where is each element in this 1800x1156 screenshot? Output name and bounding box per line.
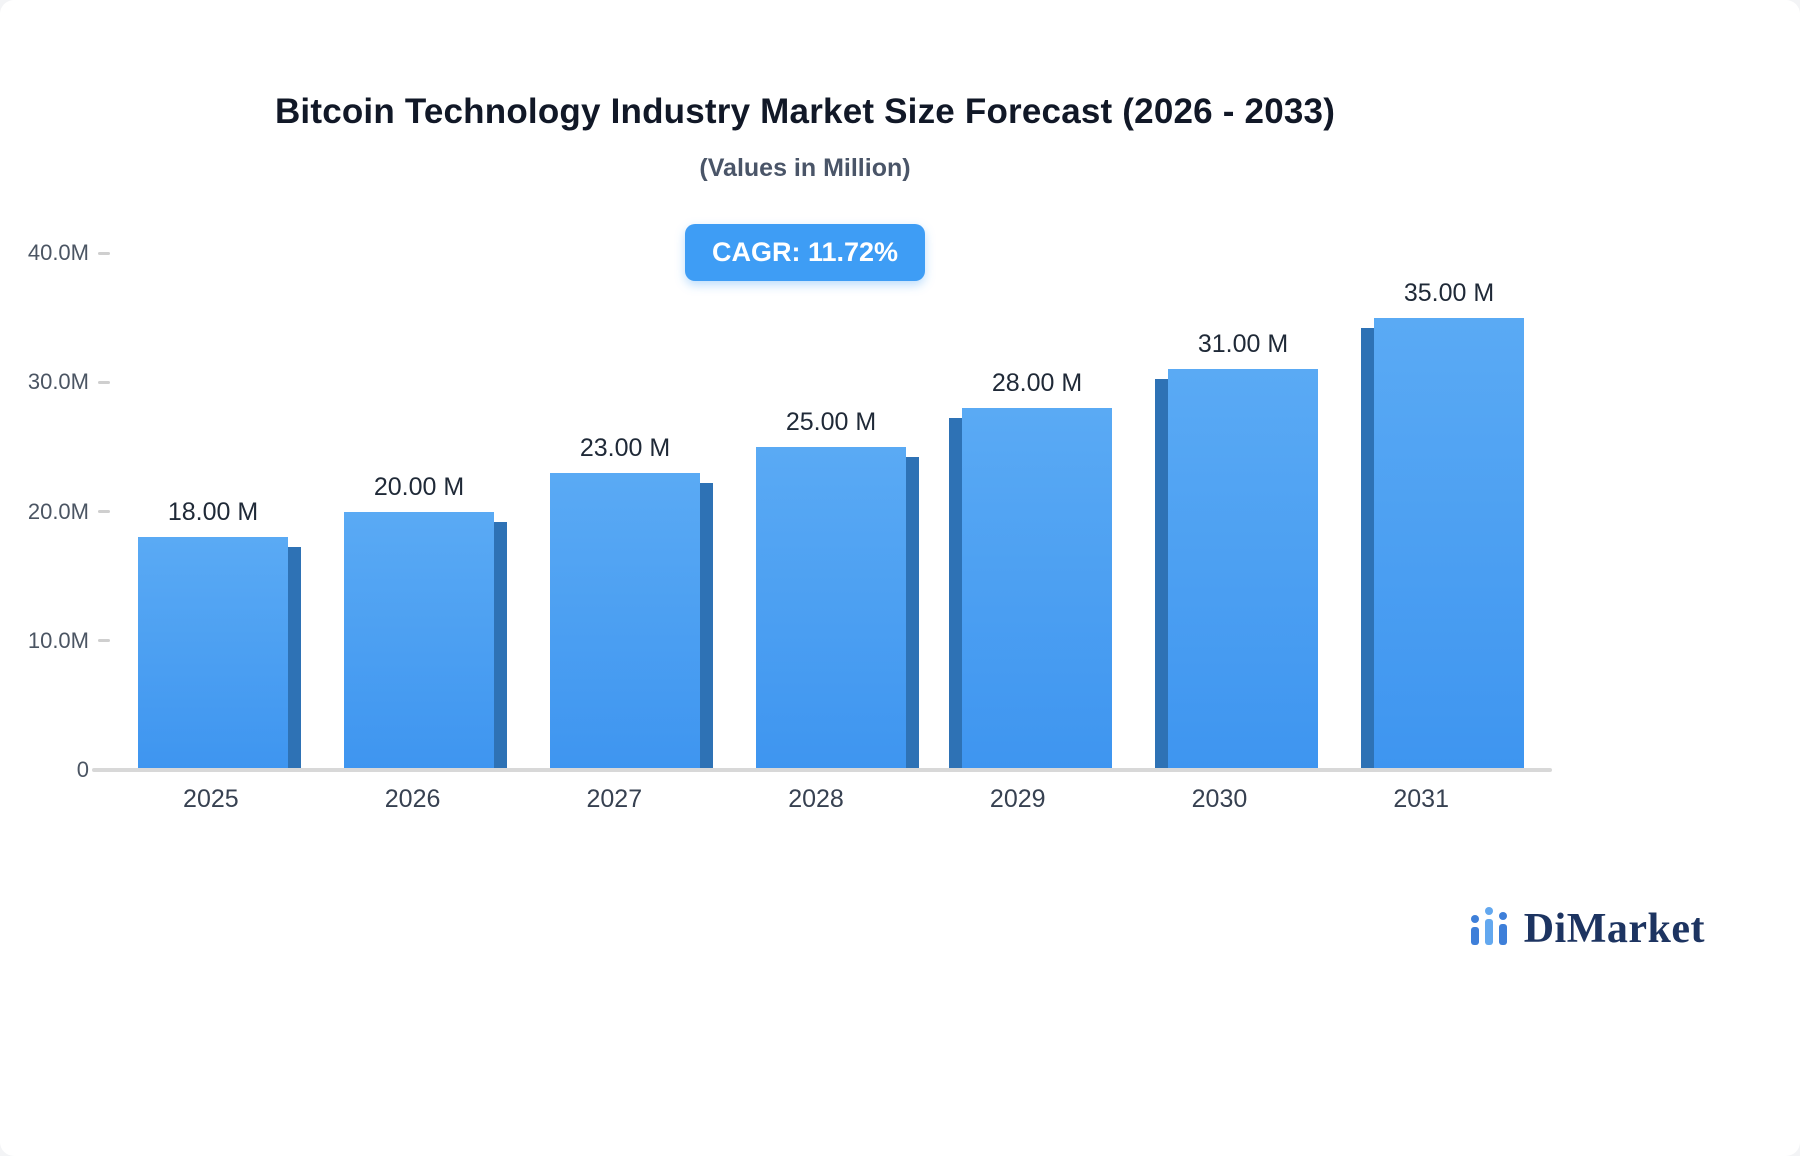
y-tick-label: 0	[76, 757, 89, 782]
y-tick-mark	[98, 510, 110, 513]
bar-slot: 28.00 M	[934, 253, 1140, 770]
bar-side-face	[949, 418, 962, 770]
bar	[138, 537, 301, 770]
bar-value-label: 31.00 M	[1197, 330, 1289, 359]
chart-subtitle: (Values in Million)	[699, 154, 911, 182]
bar-side-face	[700, 482, 713, 770]
x-axis: 2025 2026 2027 2028 2029 2030 2031	[110, 785, 1522, 814]
y-tick-label: 20.0M	[27, 498, 89, 524]
y-tick: 40.0M	[27, 240, 110, 265]
bar-value-label: 20.00 M	[373, 472, 465, 501]
bar-slot: 25.00 M	[728, 253, 934, 770]
bar	[1361, 317, 1524, 770]
brand-logo: DiMarket	[1466, 903, 1705, 954]
bar-value-label: 35.00 M	[1403, 278, 1495, 307]
y-tick-label: 30.0M	[27, 369, 89, 395]
bar-slot: 18.00 M	[110, 253, 316, 770]
chart-header: Bitcoin Technology Industry Market Size …	[0, 92, 1610, 183]
chart-title: Bitcoin Technology Industry Market Size …	[274, 92, 1336, 131]
bar-side-face	[1155, 379, 1168, 770]
y-tick-label: 10.0M	[27, 627, 89, 653]
x-tick-label: 2030	[1191, 785, 1248, 813]
plot-area: 18.00 M 20.00 M 23.00 M 25.00 M 28.00 M 31.00…	[110, 253, 1552, 770]
bar-value-label: 23.00 M	[579, 433, 671, 462]
y-tick-mark	[98, 380, 110, 384]
bar-value-label: 18.00 M	[167, 498, 259, 527]
x-tick-label: 2028	[788, 785, 844, 813]
bar-side-face	[494, 521, 507, 770]
x-axis-baseline	[92, 768, 1552, 772]
cagr-badge: CAGR: 11.72%	[684, 224, 926, 281]
x-tick-label: 2029	[989, 785, 1046, 813]
x-tick-label: 2027	[586, 785, 643, 813]
x-tick-label: 2025	[183, 785, 239, 813]
y-axis: 0 10.0M 20.0M 30.0M 40.0M	[27, 240, 110, 782]
y-tick: 20.0M	[27, 498, 110, 524]
bar	[949, 408, 1112, 770]
y-tick-mark	[98, 251, 110, 255]
x-tick-label: 2026	[384, 785, 441, 813]
x-tick-label: 2031	[1393, 785, 1449, 813]
bar-slot: 23.00 M	[522, 253, 728, 770]
bar-slot: 20.00 M	[316, 253, 522, 770]
cagr-badge-row: CAGR: 11.72%	[0, 224, 1610, 281]
bar-side-face	[288, 547, 301, 770]
bar-side-face	[906, 456, 919, 770]
bar	[1155, 369, 1318, 770]
bar-chart-logo-icon	[1466, 903, 1512, 954]
brand-logo-text: DiMarket	[1523, 905, 1705, 952]
bar	[550, 472, 713, 770]
bar-side-face	[1361, 327, 1374, 770]
bar-slot: 31.00 M	[1140, 253, 1346, 770]
y-tick-label: 40.0M	[27, 240, 89, 265]
y-tick-mark	[98, 639, 110, 643]
bar	[344, 511, 507, 770]
bar-slot: 35.00 M	[1346, 253, 1552, 770]
y-tick: 10.0M	[27, 627, 110, 653]
chart-area: 0 10.0M 20.0M 30.0M 40.0M 18.00 M 20.00 M 23.0…	[27, 240, 1580, 782]
bar-value-label: 25.00 M	[785, 407, 877, 436]
bar-value-label: 28.00 M	[991, 369, 1083, 398]
y-tick: 30.0M	[27, 369, 110, 395]
bar	[756, 446, 919, 770]
plot-slots: 18.00 M 20.00 M 23.00 M 25.00 M 28.00 M 31.00…	[110, 253, 1552, 770]
